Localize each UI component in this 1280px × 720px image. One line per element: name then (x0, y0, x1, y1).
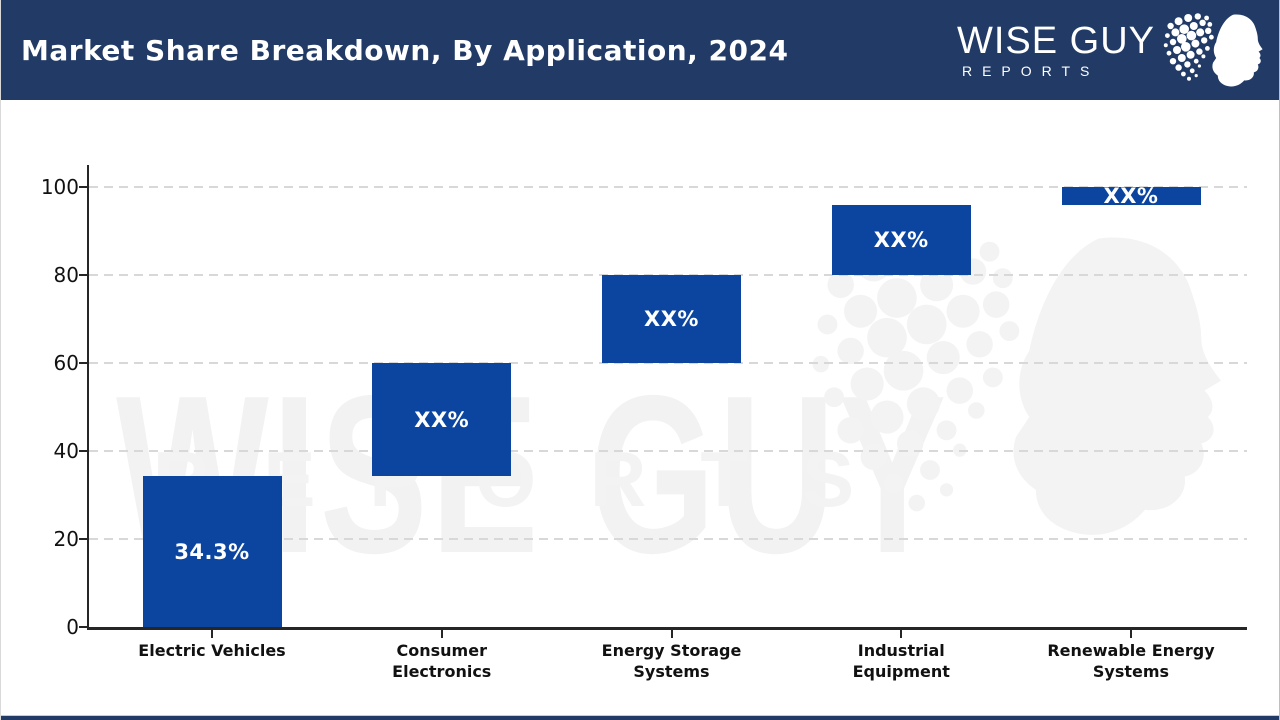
y-tick-mark (79, 274, 87, 276)
x-tick-mark (900, 630, 903, 638)
category-label-line: Electric Vehicles (138, 641, 286, 660)
x-axis-baseline (87, 627, 1247, 630)
y-tick-mark (79, 362, 87, 364)
brand-logo-text: WISE GUY REPORTS (957, 22, 1155, 79)
bar-value-label: XX% (1103, 187, 1159, 205)
gridline (89, 450, 1247, 452)
y-tick-mark (79, 538, 87, 540)
category-label-line: Energy Storage (601, 641, 742, 660)
logo-subtitle: REPORTS (961, 62, 1100, 79)
y-tick-label: 100 (40, 175, 79, 199)
bar-value-label: XX% (873, 227, 929, 252)
bar: 34.3% (142, 476, 282, 627)
y-tick-label: 40 (53, 439, 79, 463)
y-tick-mark (79, 186, 87, 188)
bar: XX% (602, 275, 741, 363)
brand-logo: WISE GUY REPORTS (957, 10, 1265, 90)
bar: XX% (1061, 187, 1201, 205)
x-tick-mark (440, 630, 443, 638)
category-label-line: Equipment (852, 662, 950, 681)
y-tick-label: 80 (53, 263, 79, 287)
gridline (89, 362, 1247, 364)
category-label-line: Systems (633, 662, 710, 681)
y-tick-label: 60 (53, 351, 79, 375)
category-label: Consumer Electronics (327, 640, 557, 682)
category-label-line: Industrial (857, 641, 945, 660)
footer-divider (1, 715, 1279, 716)
bar: XX% (831, 204, 971, 275)
category-label: Renewable Energy Systems (1016, 640, 1246, 682)
gridline (89, 186, 1247, 188)
gridline (89, 538, 1247, 540)
y-tick-mark (79, 450, 87, 452)
category-label: Electric Vehicles (97, 640, 327, 661)
x-tick-mark (670, 630, 673, 638)
category-label: Industrial Equipment (786, 640, 1016, 682)
y-tick-label: 0 (66, 615, 79, 639)
page-title: Market Share Breakdown, By Application, … (21, 33, 789, 67)
category-label: Energy Storage Systems (557, 640, 787, 682)
y-tick-mark (79, 626, 87, 628)
x-tick-mark (211, 630, 213, 638)
category-label-line: Consumer (396, 641, 487, 660)
footer-bar (1, 716, 1279, 720)
category-label-line: Systems (1092, 662, 1170, 681)
bar: XX% (372, 363, 512, 477)
bar-value-label: XX% (644, 307, 699, 331)
category-label-line: Electronics (392, 662, 492, 681)
x-tick-mark (1130, 630, 1132, 638)
bar-value-label: XX% (414, 407, 470, 432)
y-axis-spine (87, 165, 89, 629)
header-bar: Market Share Breakdown, By Application, … (1, 0, 1279, 100)
bar-value-label: 34.3% (174, 539, 250, 564)
y-tick-label: 20 (53, 527, 79, 551)
logo-wordmark: WISE GUY (956, 19, 1155, 62)
category-label-line: Renewable Energy (1047, 641, 1215, 660)
chart-area: WISE GUY REPORTS 0 20 40 60 80 100 34.3% Electr… (1, 100, 1279, 712)
